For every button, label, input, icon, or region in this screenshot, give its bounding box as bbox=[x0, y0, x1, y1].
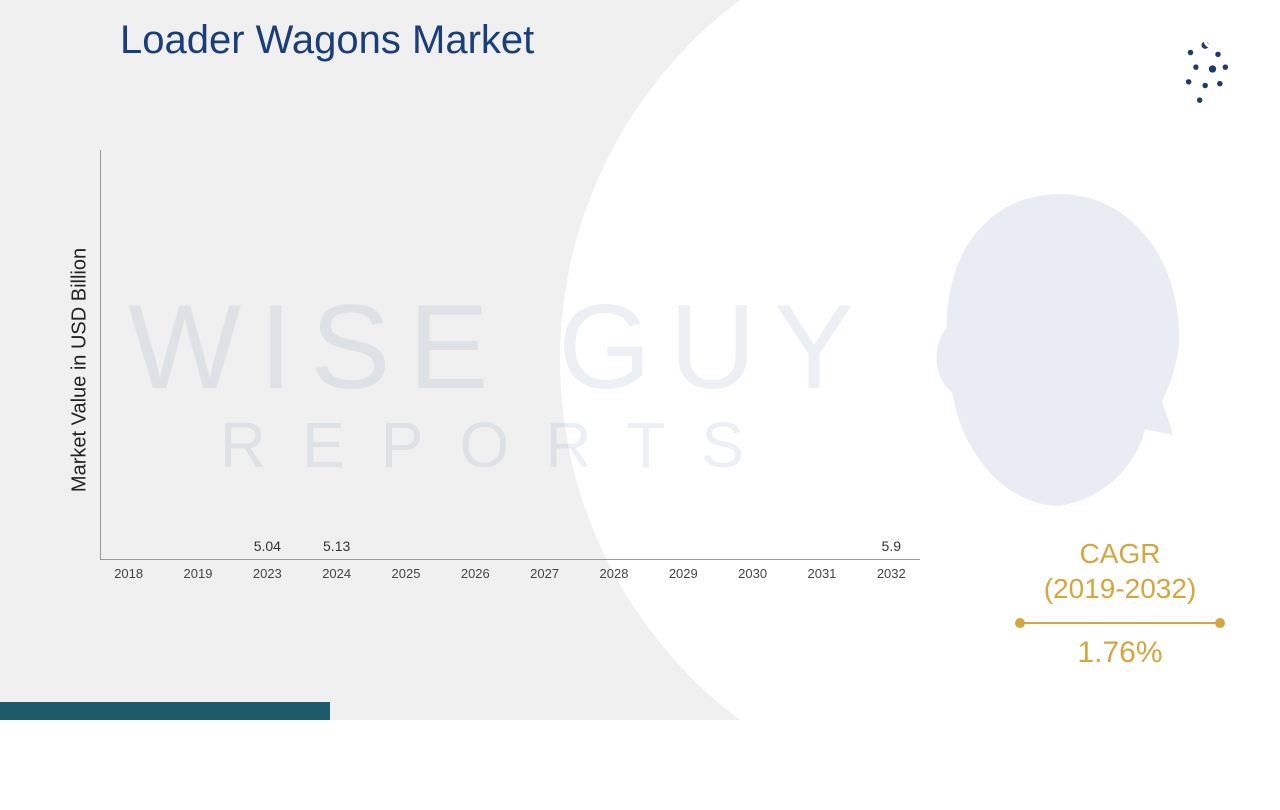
plot-region: 5.04 5.13 5.9 bbox=[100, 150, 920, 560]
bar-value-label: 5.04 bbox=[254, 538, 281, 556]
logo-text-main: WISE GUY bbox=[1066, 18, 1252, 57]
watermark-head-icon bbox=[910, 180, 1210, 520]
bar-wrap bbox=[516, 538, 573, 560]
x-tick: 2030 bbox=[724, 560, 781, 590]
x-tick: 2026 bbox=[447, 560, 504, 590]
y-axis-label: Market Value in USD Billion bbox=[69, 248, 92, 492]
bar-wrap bbox=[447, 538, 504, 560]
x-tick: 2018 bbox=[100, 560, 157, 590]
x-tick: 2029 bbox=[655, 560, 712, 590]
bar-wrap bbox=[724, 538, 781, 560]
x-tick: 2032 bbox=[863, 560, 920, 590]
cagr-value: 1.76% bbox=[990, 636, 1250, 670]
bars-container: 5.04 5.13 5.9 bbox=[100, 150, 920, 560]
chart-area: Market Value in USD Billion 5.045.135.9 … bbox=[40, 150, 920, 590]
bar-value-label: 5.13 bbox=[323, 538, 350, 556]
bar-wrap bbox=[793, 538, 850, 560]
bar-value-label: 5.9 bbox=[882, 538, 901, 556]
x-tick: 2027 bbox=[516, 560, 573, 590]
x-tick: 2023 bbox=[239, 560, 296, 590]
logo-text-sub: REPORTS bbox=[1066, 55, 1252, 71]
x-tick: 2024 bbox=[308, 560, 365, 590]
chart-page: WISE GUY REPORTS WISE GUY REPORTS Loader… bbox=[0, 0, 1280, 720]
x-tick: 2025 bbox=[377, 560, 434, 590]
bar-wrap: 5.04 bbox=[239, 538, 296, 560]
bar-wrap bbox=[655, 538, 712, 560]
cagr-divider bbox=[1020, 622, 1220, 624]
bar-wrap bbox=[377, 538, 434, 560]
cagr-label: CAGR (2019-2032) bbox=[990, 536, 1250, 606]
bar-wrap: 5.9 bbox=[863, 538, 920, 560]
chart-title: Loader Wagons Market bbox=[120, 18, 534, 63]
x-tick: 2031 bbox=[793, 560, 850, 590]
bottom-accent-bar bbox=[0, 702, 330, 720]
x-tick: 2019 bbox=[169, 560, 226, 590]
x-axis-ticks: 2018 2019 2023 2024 2025 2026 2027 2028 2029 2030… bbox=[100, 560, 920, 590]
cagr-box: CAGR (2019-2032) 1.76% bbox=[990, 536, 1250, 670]
bar-wrap bbox=[169, 538, 226, 560]
bar-wrap: 5.13 bbox=[308, 538, 365, 560]
bar-wrap bbox=[585, 538, 642, 560]
x-tick: 2028 bbox=[585, 560, 642, 590]
brand-logo: WISE GUY REPORTS bbox=[1066, 18, 1252, 71]
bar-wrap bbox=[100, 538, 157, 560]
